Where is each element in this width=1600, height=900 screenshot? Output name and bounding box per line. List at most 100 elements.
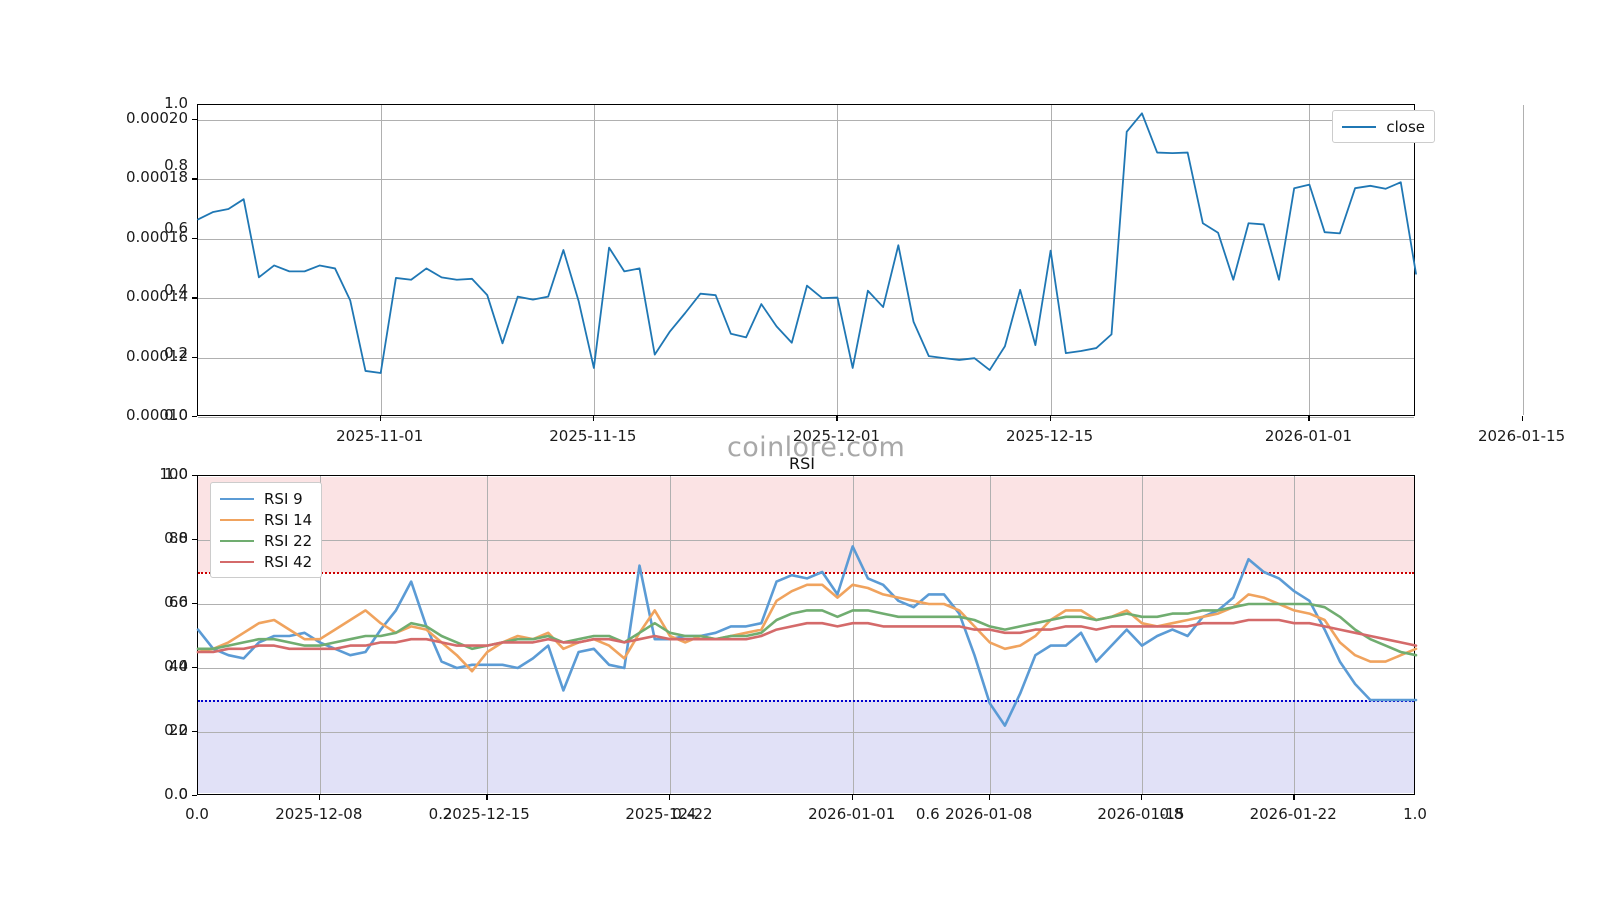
rsi-xtick-overlay-0.0: 0.0: [185, 805, 209, 823]
price-ytick-0.00018: 0.00018: [125, 168, 188, 187]
rsi-xtick-overlay-0.4: 0.4: [672, 805, 697, 823]
rsi-xtick-2026-01-15: 2026-01-15: [1097, 805, 1185, 823]
rsi-ytickmark-0: [192, 795, 197, 797]
rsi-ytickmark-1: [192, 731, 197, 733]
rsi-ytick-overlay-0.6: 0.6: [164, 593, 188, 611]
rsi-xtickmark-1: [486, 795, 488, 800]
legend-item-close[interactable]: close: [1342, 116, 1425, 137]
price-gridline-h-2: [198, 298, 1414, 300]
price-xtick-2025-11-01: 2025-11-01: [336, 427, 424, 445]
rsi-xtick-2025-12-15: 2025-12-15: [442, 805, 530, 823]
price-gridline-v-5: [1522, 105, 1524, 415]
price-gridline-h-4: [198, 179, 1414, 181]
rsi-gridline-v-0: [319, 476, 321, 794]
price-ytick-overlay-0.4: 0.4: [164, 281, 188, 300]
legend-label-rsi-9: RSI 9: [264, 489, 303, 508]
rsi-series-lines: [196, 545, 1418, 727]
rsi-gridline-h-2: [198, 668, 1414, 669]
price-ytickmark-4: [192, 178, 197, 180]
rsi-xtickmark-5: [1140, 795, 1143, 800]
legend-item-rsi-9[interactable]: RSI 9: [220, 488, 312, 509]
price-gridline-v-4: [1309, 105, 1311, 415]
rsi-xtickmark-0: [318, 795, 321, 800]
rsi-xtick-overlay-0.6: 0.6: [915, 805, 940, 823]
rsi-xtick-overlay-0.8: 0.8: [1159, 805, 1184, 823]
price-ytick-overlay-0.2: 0.2: [164, 343, 188, 362]
rsi-xtick-2025-12-22: 2025-12-22: [625, 805, 713, 823]
rsi-xtick-2026-01-22: 2026-01-22: [1249, 805, 1337, 823]
legend-item-rsi-42[interactable]: RSI 42: [220, 551, 312, 572]
close-price-line: [197, 112, 1417, 374]
price-xtickmark-3: [1049, 416, 1051, 421]
price-xtick-2026-01-15: 2026-01-15: [1477, 427, 1566, 445]
rsi-ytick-40: 40: [168, 657, 188, 675]
price-ytick-0.00010: 0.00010: [125, 406, 188, 424]
price-xtick-2025-12-15: 2025-12-15: [1006, 427, 1094, 445]
rsi-ytick-overlay-0.8: 0.8: [164, 529, 188, 547]
overbought-threshold-line: [198, 572, 1414, 574]
rsi-gridline-v-6: [1294, 476, 1296, 794]
price-gridline-v-2: [837, 105, 839, 415]
legend-swatch-rsi-9-icon: [220, 497, 254, 500]
price-xtickmark-5: [1521, 416, 1523, 421]
price-xtick-2026-01-01: 2026-01-01: [1264, 427, 1353, 445]
rsi-xtick-2025-12-08: 2025-12-08: [275, 805, 363, 823]
price-gridline-h-0: [198, 417, 1414, 418]
rsi-panel-title: RSI: [789, 454, 815, 473]
watermark-coinlore: coinlore.com: [727, 432, 906, 463]
rsi-legend[interactable]: RSI 9 RSI 14 RSI 22 RSI 42: [210, 482, 323, 578]
price-ytickmark-5: [192, 118, 197, 121]
rsi-ytick-20: 20: [168, 721, 188, 739]
rsi-xtick-2026-01-08: 2026-01-08: [945, 805, 1033, 823]
legend-label-rsi-22: RSI 22: [264, 531, 313, 550]
rsi-xtickmark-6: [1293, 795, 1295, 800]
rsi-xtick-2026-01-01: 2026-01-01: [808, 805, 896, 823]
oversold-zone: [198, 700, 1414, 793]
rsi-ytick-overlay-1.0: 1.0: [164, 465, 188, 483]
price-gridline-h-5: [198, 119, 1414, 121]
price-xtickmark-2: [836, 416, 838, 421]
price-ytickmark-2: [192, 297, 197, 299]
price-xtickmark-1: [592, 416, 595, 421]
price-chart-panel: [197, 104, 1524, 418]
rsi-ytick-60: 60: [168, 593, 188, 611]
oversold-threshold-line: [198, 700, 1414, 702]
price-xtick-2025-12-01: 2025-12-01: [792, 427, 881, 445]
price-xtickmark-0: [379, 416, 382, 421]
price-ytickmark-3: [192, 237, 197, 240]
price-ytickmark-1: [192, 356, 197, 358]
price-legend[interactable]: close: [1332, 110, 1435, 143]
price-ytick-0.00014: 0.00014: [125, 287, 188, 306]
legend-item-rsi-14[interactable]: RSI 14: [220, 509, 312, 530]
legend-label-rsi-42: RSI 42: [264, 552, 313, 571]
rsi-ytick-0: 0: [178, 785, 188, 803]
legend-swatch-close-icon: [1342, 125, 1377, 128]
rsi-ytick-80: 80: [168, 529, 188, 547]
price-gridline-h-1: [198, 357, 1414, 359]
rsi-xtickmark-3: [851, 795, 854, 800]
rsi-gridline-v-1: [487, 476, 489, 794]
legend-swatch-rsi-42-icon: [220, 560, 254, 563]
price-xtick-2025-11-15: 2025-11-15: [549, 427, 637, 445]
price-ytick-0.00020: 0.00020: [125, 108, 188, 127]
rsi-gridline-h-1: [198, 732, 1414, 733]
price-gridline-h-3: [198, 238, 1414, 240]
price-gridline-v-1: [593, 105, 595, 415]
rsi-gridline-v-4: [989, 476, 991, 794]
rsi-ytickmark-2: [192, 667, 197, 669]
rsi-ytick-overlay-0.4: 0.4: [164, 657, 188, 675]
overbought-zone: [198, 477, 1414, 573]
rsi-xtickmark-4: [988, 795, 991, 800]
rsi-xtick-overlay-0.2: 0.2: [428, 805, 453, 823]
price-xtickmark-4: [1308, 416, 1310, 421]
price-ytick-overlay-0.8: 0.8: [164, 156, 188, 175]
rsi-gridline-v-3: [852, 476, 854, 794]
legend-label-rsi-14: RSI 14: [264, 510, 313, 529]
rsi-gridline-v-5: [1141, 476, 1143, 794]
price-ytick-0.00012: 0.00012: [125, 346, 188, 365]
price-ytick-overlay-0.0: 0.0: [164, 406, 188, 424]
price-ytick-0.00016: 0.00016: [125, 227, 188, 246]
rsi-gridline-h-3: [198, 604, 1414, 605]
legend-item-rsi-22[interactable]: RSI 22: [220, 530, 312, 551]
